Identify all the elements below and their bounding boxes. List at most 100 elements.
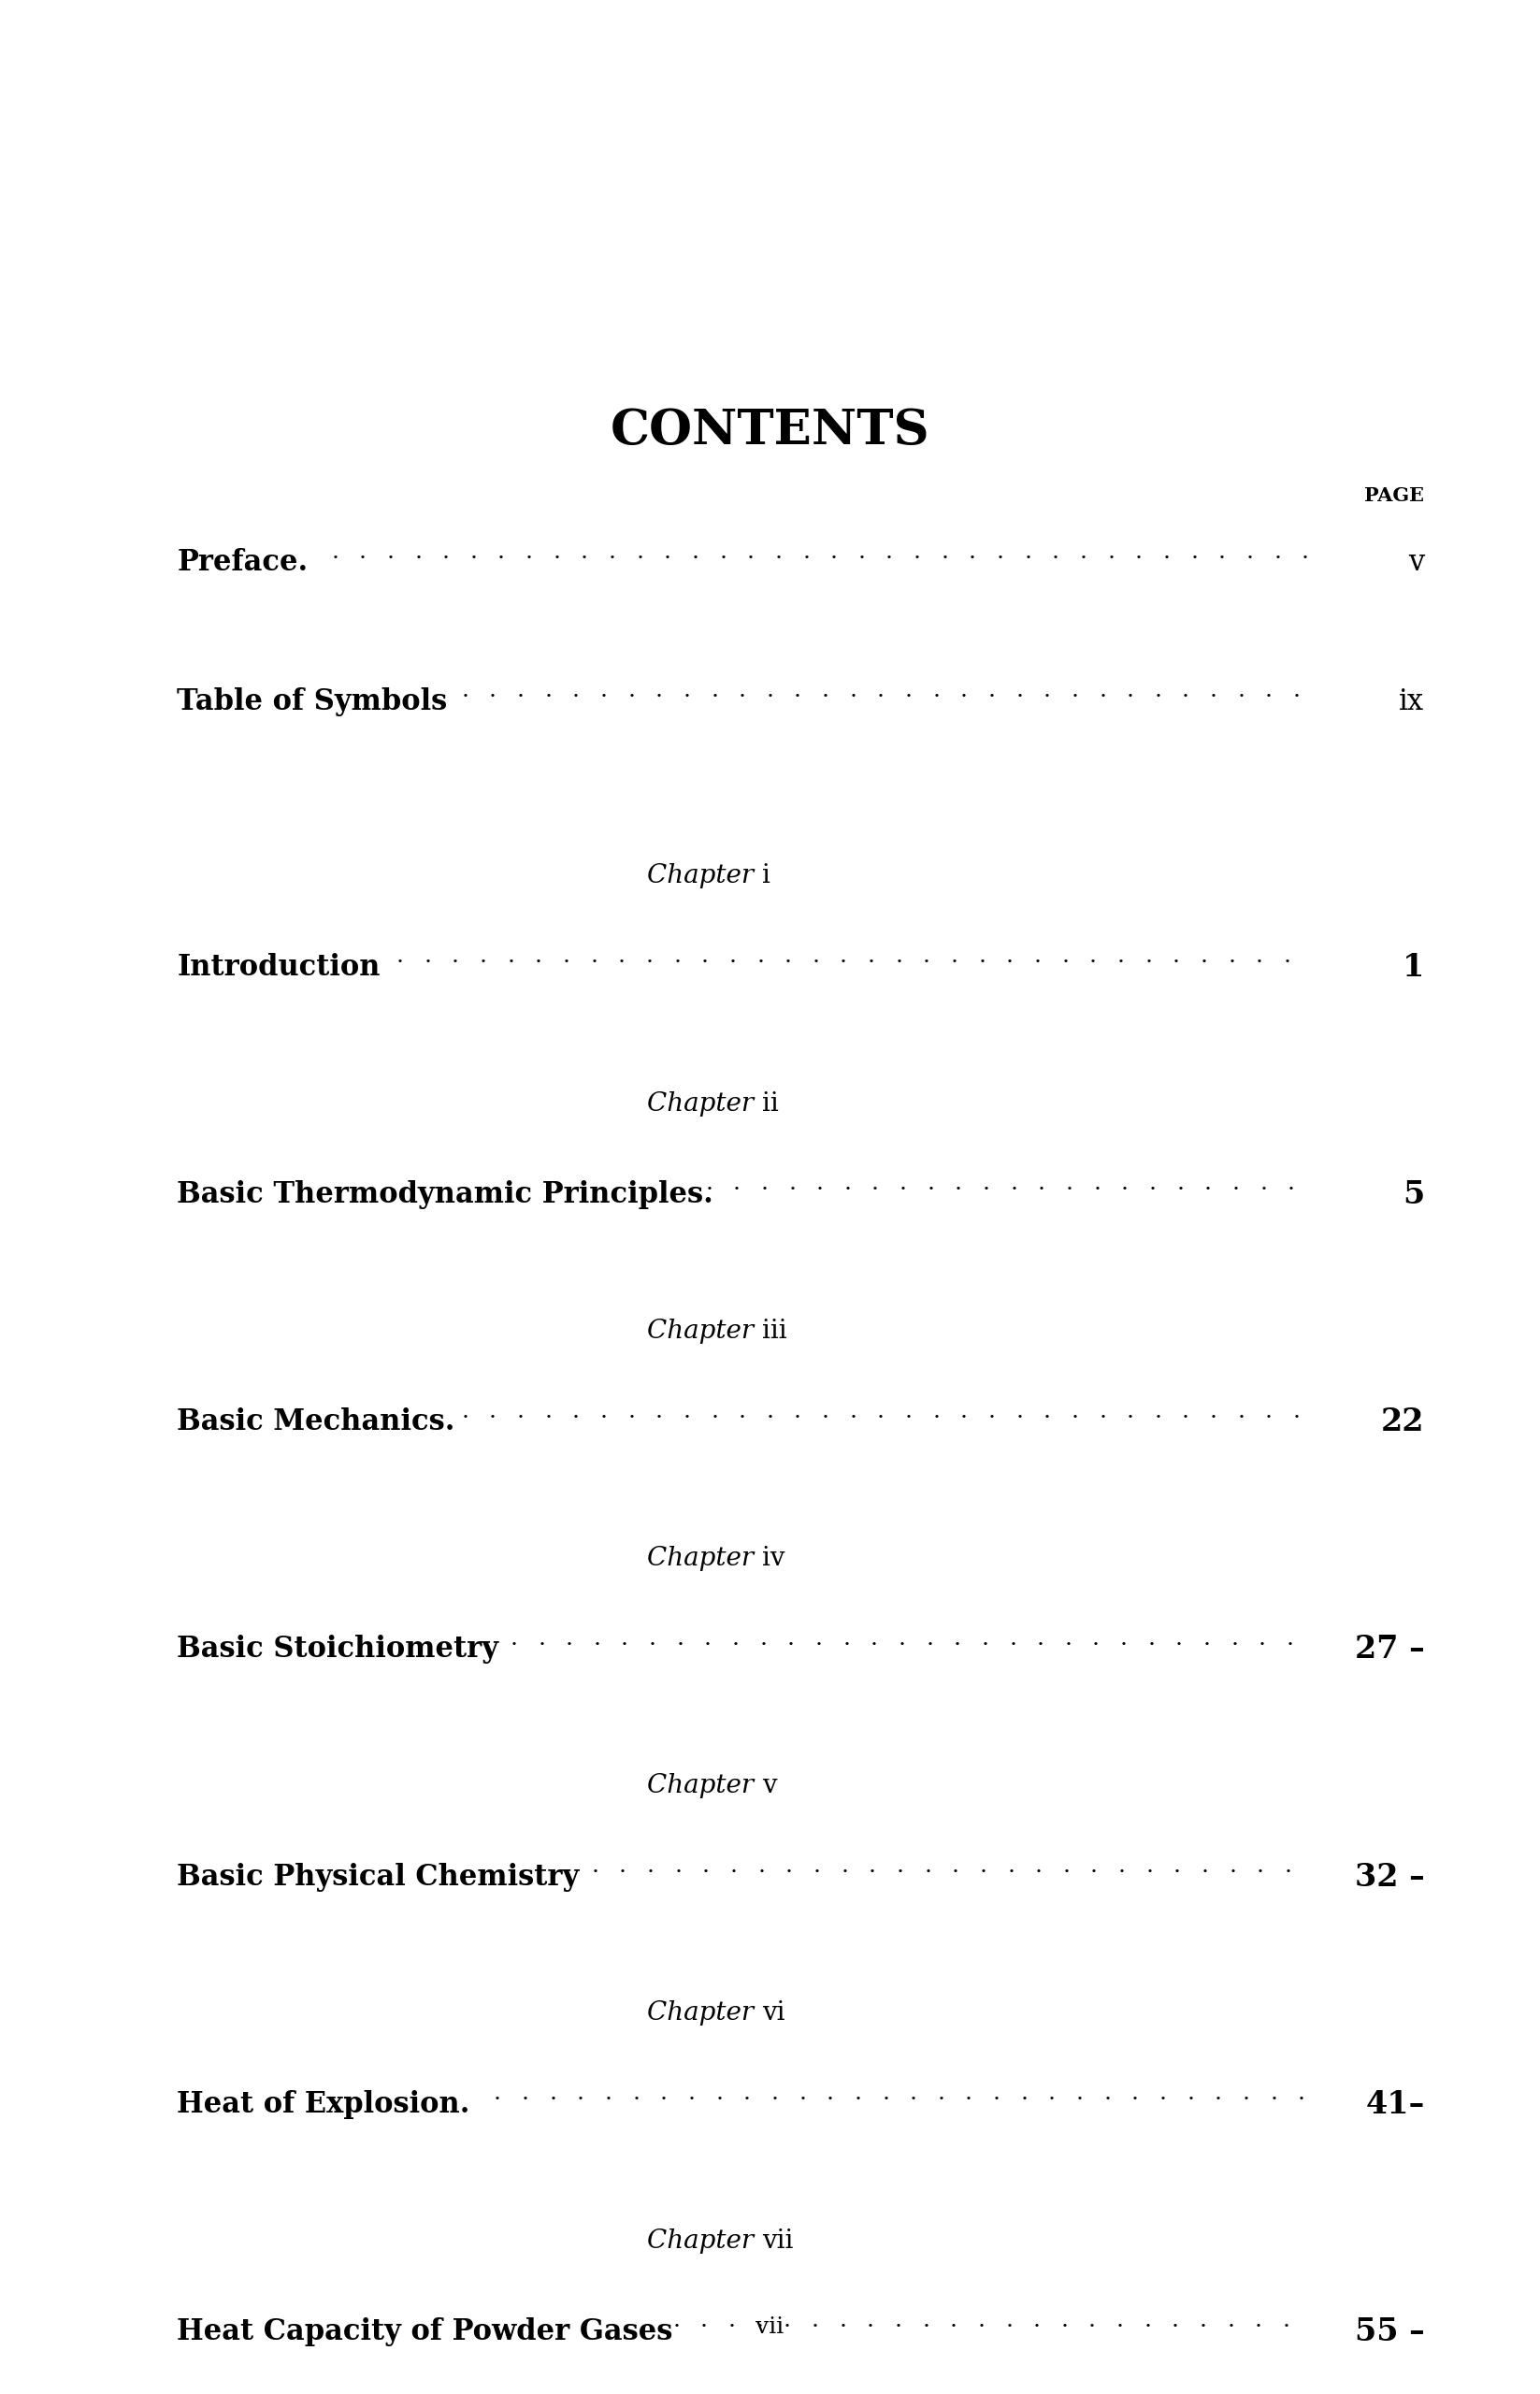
Text: .: . xyxy=(966,2083,973,2104)
Text: .: . xyxy=(1010,1173,1018,1195)
Text: .: . xyxy=(867,946,875,967)
Text: .: . xyxy=(1107,541,1115,563)
Text: .: . xyxy=(396,946,403,967)
Text: .: . xyxy=(910,2083,918,2104)
Text: .: . xyxy=(1258,1628,1266,1649)
Text: .: . xyxy=(497,541,505,563)
Text: .: . xyxy=(578,2083,585,2104)
Text: .: . xyxy=(1033,2310,1041,2332)
Text: .: . xyxy=(1203,1628,1210,1649)
Text: .: . xyxy=(705,1173,713,1195)
Text: .: . xyxy=(553,541,561,563)
Text: Chapter: Chapter xyxy=(647,864,762,888)
Text: .: . xyxy=(842,1628,850,1649)
Text: .: . xyxy=(1090,1855,1098,1877)
Text: Chapter: Chapter xyxy=(647,1092,762,1116)
Text: .: . xyxy=(1246,541,1254,563)
Text: .: . xyxy=(522,2083,530,2104)
Text: 22: 22 xyxy=(1381,1408,1424,1436)
Text: .: . xyxy=(601,680,607,701)
Text: .: . xyxy=(850,1400,856,1422)
Text: .: . xyxy=(896,1855,904,1877)
Text: .: . xyxy=(590,946,598,967)
Text: .: . xyxy=(1201,1855,1209,1877)
Text: .: . xyxy=(1274,541,1281,563)
Text: .: . xyxy=(1038,1173,1046,1195)
Text: Chapter: Chapter xyxy=(647,1774,762,1798)
Text: .: . xyxy=(841,1855,849,1877)
Text: .: . xyxy=(619,1855,627,1877)
Text: .: . xyxy=(1006,946,1013,967)
Text: .: . xyxy=(1100,680,1106,701)
Text: .: . xyxy=(701,946,708,967)
Text: .: . xyxy=(744,2083,752,2104)
Text: .: . xyxy=(1044,680,1050,701)
Text: Basic Stoichiometry: Basic Stoichiometry xyxy=(177,1635,499,1664)
Text: .: . xyxy=(470,541,477,563)
Text: .: . xyxy=(839,946,847,967)
Text: .: . xyxy=(510,1628,517,1649)
Text: .: . xyxy=(719,541,727,563)
Text: .: . xyxy=(816,1173,824,1195)
Text: .: . xyxy=(913,541,921,563)
Text: .: . xyxy=(628,680,634,701)
Text: .: . xyxy=(490,1400,496,1422)
Text: .: . xyxy=(927,1173,935,1195)
Text: .: . xyxy=(664,541,671,563)
Text: .: . xyxy=(950,946,958,967)
Text: .: . xyxy=(573,680,579,701)
Text: .: . xyxy=(739,1400,745,1422)
Text: .: . xyxy=(550,2083,557,2104)
Text: Basic Physical Chemistry: Basic Physical Chemistry xyxy=(177,1863,579,1891)
Text: Chapter: Chapter xyxy=(647,1547,762,1570)
Text: 55 –: 55 – xyxy=(1355,2317,1424,2346)
Text: .: . xyxy=(906,680,912,701)
Text: Chapter: Chapter xyxy=(647,2001,762,2025)
Text: .: . xyxy=(673,946,681,967)
Text: .: . xyxy=(593,1628,601,1649)
Text: vi: vi xyxy=(762,2001,785,2025)
Text: .: . xyxy=(1260,1173,1267,1195)
Text: .: . xyxy=(1009,1628,1016,1649)
Text: .: . xyxy=(761,1173,768,1195)
Text: .: . xyxy=(1283,946,1291,967)
Text: .: . xyxy=(331,541,339,563)
Text: Heat of Explosion.: Heat of Explosion. xyxy=(177,2090,470,2119)
Text: Table of Symbols: Table of Symbols xyxy=(177,687,448,716)
Text: .: . xyxy=(673,2310,681,2332)
Text: .: . xyxy=(922,2310,930,2332)
Text: .: . xyxy=(1120,1628,1127,1649)
Text: .: . xyxy=(1238,1400,1244,1422)
Text: Heat Capacity of Powder Gases: Heat Capacity of Powder Gases xyxy=(177,2317,673,2346)
Text: .: . xyxy=(661,2083,668,2104)
Text: .: . xyxy=(573,1400,579,1422)
Text: .: . xyxy=(1118,1855,1126,1877)
Text: .: . xyxy=(711,1400,718,1422)
Text: .: . xyxy=(996,541,1004,563)
Text: .: . xyxy=(534,946,542,967)
Text: .: . xyxy=(1127,680,1133,701)
Text: CONTENTS: CONTENTS xyxy=(610,407,930,455)
Text: .: . xyxy=(799,2083,807,2104)
Text: .: . xyxy=(882,2083,890,2104)
Text: .: . xyxy=(1080,541,1087,563)
Text: .: . xyxy=(844,1173,852,1195)
Text: .: . xyxy=(1116,2310,1124,2332)
Text: .: . xyxy=(899,1173,907,1195)
Text: .: . xyxy=(952,1855,959,1877)
Text: .: . xyxy=(414,541,422,563)
Text: .: . xyxy=(1283,2310,1291,2332)
Text: .: . xyxy=(1061,946,1069,967)
Text: .: . xyxy=(867,2310,875,2332)
Text: .: . xyxy=(1072,1400,1078,1422)
Text: .: . xyxy=(978,2310,986,2332)
Text: .: . xyxy=(545,680,551,701)
Text: .: . xyxy=(1255,2310,1263,2332)
Text: .: . xyxy=(795,1400,801,1422)
Text: Introduction: Introduction xyxy=(177,953,380,982)
Text: .: . xyxy=(691,541,699,563)
Text: 41–: 41– xyxy=(1366,2090,1424,2119)
Text: .: . xyxy=(886,541,893,563)
Text: .: . xyxy=(1243,2083,1250,2104)
Text: .: . xyxy=(1016,680,1023,701)
